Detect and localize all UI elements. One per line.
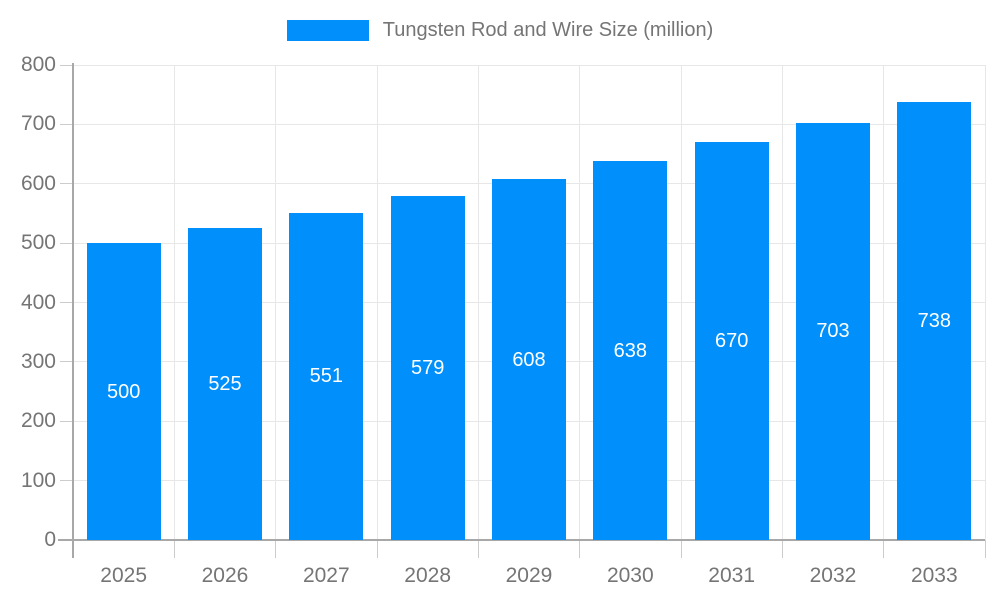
bar[interactable] xyxy=(796,122,870,540)
gridline-vertical xyxy=(579,65,581,540)
y-tick-label: 400 xyxy=(20,290,56,314)
gridline-vertical xyxy=(275,65,277,540)
y-tick-label: 300 xyxy=(20,349,56,373)
gridline-vertical xyxy=(781,65,783,540)
x-axis-tick xyxy=(173,540,175,558)
x-axis-tick xyxy=(883,540,885,558)
x-axis-tick xyxy=(376,540,378,558)
bar-value-label: 525 xyxy=(208,373,242,396)
x-tick-label: 2032 xyxy=(809,564,857,587)
y-axis-tick xyxy=(60,183,73,185)
bar[interactable] xyxy=(188,228,262,540)
gridline-vertical xyxy=(173,65,175,540)
bar[interactable] xyxy=(86,243,161,540)
bar[interactable] xyxy=(390,196,465,540)
bar[interactable] xyxy=(593,161,668,540)
y-axis-tick xyxy=(60,123,73,125)
bar-value-label: 638 xyxy=(613,339,648,362)
y-tick-label: 500 xyxy=(20,231,56,255)
x-axis-tick xyxy=(275,540,277,558)
x-tick-label: 2030 xyxy=(606,564,654,587)
y-tick-label: 800 xyxy=(20,53,56,76)
gridline-vertical xyxy=(477,65,479,540)
x-tick-label: 2027 xyxy=(302,564,350,587)
x-axis-tick xyxy=(680,540,682,558)
bar-value-label: 608 xyxy=(512,348,546,371)
bar-value-label: 579 xyxy=(410,357,445,380)
bar-value-label: 551 xyxy=(309,365,344,388)
bar-value-label: 703 xyxy=(816,320,850,343)
x-tick-label: 2025 xyxy=(100,564,148,587)
y-axis-tick xyxy=(60,420,73,422)
chart-legend[interactable]: Tungsten Rod and Wire Size (million) xyxy=(0,18,1000,42)
bar[interactable] xyxy=(694,142,769,540)
legend-swatch-icon xyxy=(286,19,369,41)
x-axis-line xyxy=(58,539,985,541)
y-tick-label: 700 xyxy=(20,112,56,136)
y-axis-tick xyxy=(60,302,73,303)
gridline-horizontal xyxy=(73,123,985,125)
bar[interactable] xyxy=(289,212,364,540)
gridline-vertical xyxy=(883,65,885,540)
gridline-vertical xyxy=(680,65,682,540)
gridline-vertical xyxy=(376,65,378,540)
legend-label: Tungsten Rod and Wire Size (million) xyxy=(382,19,714,41)
x-tick-label: 2029 xyxy=(505,564,553,587)
y-tick-label: 200 xyxy=(20,409,56,433)
bar[interactable] xyxy=(897,101,972,540)
bar-value-label: 500 xyxy=(106,380,141,403)
x-tick-label: 2033 xyxy=(910,564,958,587)
bar[interactable] xyxy=(492,179,566,540)
gridline-vertical xyxy=(984,65,986,540)
x-tick-label: 2028 xyxy=(404,564,452,587)
x-axis-tick xyxy=(781,540,783,558)
y-axis-tick xyxy=(60,361,73,363)
y-axis-tick xyxy=(60,64,73,66)
x-tick-label: 2026 xyxy=(201,564,249,587)
bar-value-label: 670 xyxy=(714,330,749,353)
x-axis-tick xyxy=(579,540,581,558)
x-tick-label: 2031 xyxy=(708,564,756,587)
y-tick-label: 600 xyxy=(20,171,56,195)
y-axis-line xyxy=(72,63,74,558)
bar-value-label: 738 xyxy=(917,309,952,332)
x-axis-tick xyxy=(477,540,479,558)
y-tick-label: 0 xyxy=(44,528,56,551)
x-axis-tick xyxy=(984,540,986,558)
y-axis-tick xyxy=(60,480,73,482)
y-axis-tick xyxy=(60,242,73,244)
gridline-horizontal xyxy=(73,64,985,66)
y-tick-label: 100 xyxy=(20,468,56,492)
